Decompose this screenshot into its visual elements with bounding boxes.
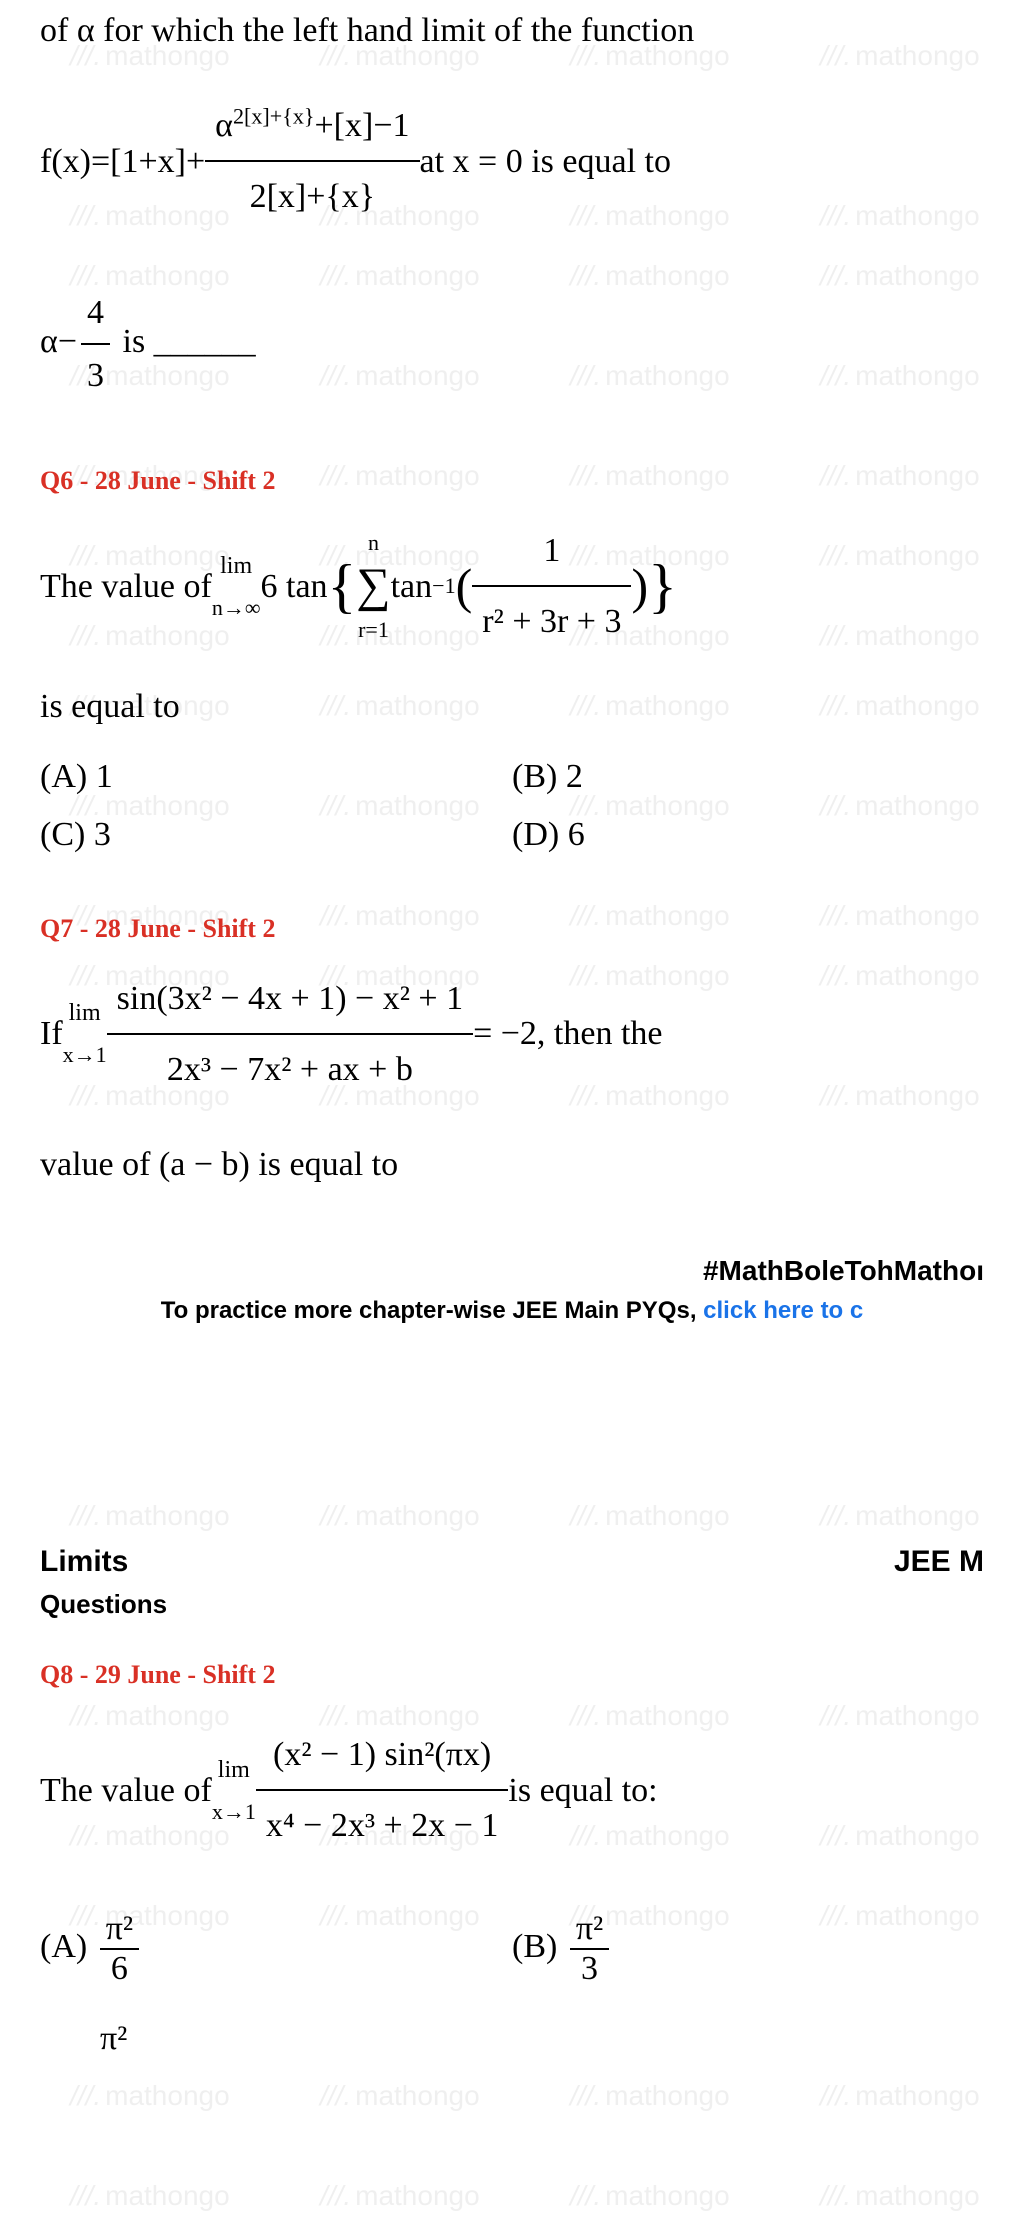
q7-line2: value of (a − b) is equal to bbox=[40, 1134, 984, 1195]
q8-tail: is equal to: bbox=[508, 1760, 657, 1821]
q6-inner-frac: 1 r² + 3r + 3 bbox=[472, 516, 631, 656]
q8-opt-a[interactable]: (A) π²6 bbox=[40, 1910, 512, 1988]
section-header: Limits JEE M bbox=[40, 1545, 984, 1579]
q6-sum-r1: r=1 bbox=[356, 610, 390, 650]
q8-opt-b[interactable]: (B) π²3 bbox=[512, 1910, 984, 1988]
q8-lead: The value of bbox=[40, 1760, 212, 1821]
q7-label: Q7 - 28 June - Shift 2 bbox=[40, 914, 984, 944]
q5-fx: f(x)=[1+x]+ bbox=[40, 131, 205, 192]
subheader: Questions bbox=[40, 1589, 984, 1620]
practice-line: To practice more chapter-wise JEE Main P… bbox=[40, 1297, 984, 1325]
q7-if: If bbox=[40, 1003, 63, 1064]
q8: Q8 - 29 June - Shift 2 The value of lim … bbox=[40, 1660, 984, 2070]
q6-inner-den: r² + 3r + 3 bbox=[472, 587, 631, 656]
practice-link[interactable]: click here to c bbox=[703, 1297, 863, 1324]
q6-opt-d[interactable]: (D) 6 bbox=[512, 816, 984, 854]
q8-opta-den: 6 bbox=[100, 1950, 139, 1988]
q8-lim: lim x→1 bbox=[212, 1749, 256, 1832]
q7: Q7 - 28 June - Shift 2 If lim x→1 sin(3x… bbox=[40, 914, 984, 1196]
q6-lim: lim n→∞ bbox=[212, 545, 261, 628]
q6-inner-num: 1 bbox=[472, 516, 631, 587]
q8-opta-pre: (A) bbox=[40, 1928, 96, 1965]
q6-lim-sub: n→∞ bbox=[212, 588, 261, 628]
q5-alpha: α bbox=[215, 107, 233, 144]
q6-equalto: is equal to bbox=[40, 676, 984, 737]
section-right: JEE M bbox=[894, 1545, 984, 1579]
q6-tan-sup: −1 bbox=[432, 566, 456, 606]
q6-sum-n: n bbox=[356, 523, 390, 563]
q8-lim-top: lim bbox=[212, 1749, 256, 1792]
q8-den: x⁴ − 2x³ + 2x − 1 bbox=[256, 1791, 509, 1860]
q6-opt-c[interactable]: (C) 3 bbox=[40, 816, 512, 854]
q7-lim: lim x→1 bbox=[63, 992, 107, 1075]
hashtag: #MathBoleTohMathoı bbox=[40, 1255, 984, 1287]
q6: Q6 - 28 June - Shift 2 The value of lim … bbox=[40, 466, 984, 854]
q5-alpha-exp: 2[x]+{x} bbox=[233, 104, 315, 129]
q6-lim-top: lim bbox=[212, 545, 261, 588]
q8-num: (x² − 1) sin²(πx) bbox=[256, 1720, 509, 1791]
q5-main-fraction: α2[x]+{x}+[x]−1 2[x]+{x} bbox=[205, 91, 419, 231]
q8-optb-num: π² bbox=[570, 1910, 609, 1950]
q8-optb-den: 3 bbox=[570, 1950, 609, 1988]
q8-frac: (x² − 1) sin²(πx) x⁴ − 2x³ + 2x − 1 bbox=[256, 1720, 509, 1860]
q6-options: (A) 1 (B) 2 (C) 3 (D) 6 bbox=[40, 758, 984, 854]
q7-lim-top: lim bbox=[63, 992, 107, 1035]
q8-optb-pre: (B) bbox=[512, 1928, 566, 1965]
q5-num-rest: +[x]−1 bbox=[315, 107, 410, 144]
q7-lim-sub: x→1 bbox=[63, 1035, 107, 1075]
q6-lead: The value of bbox=[40, 556, 212, 617]
q5-den: 2[x]+{x} bbox=[205, 162, 419, 231]
q7-den: 2x³ − 7x² + ax + b bbox=[107, 1035, 473, 1104]
q6-sum: n ∑ r=1 bbox=[356, 523, 390, 650]
q6-opt-b[interactable]: (B) 2 bbox=[512, 758, 984, 796]
q6-label: Q6 - 28 June - Shift 2 bbox=[40, 466, 984, 496]
q5-intro: of α for which the left hand limit of th… bbox=[40, 0, 984, 61]
section-left: Limits bbox=[40, 1545, 128, 1579]
q5-blank: is ______ bbox=[114, 323, 256, 360]
q6-sixtan: 6 tan bbox=[261, 556, 328, 617]
q5-four-thirds: 43 bbox=[81, 282, 110, 406]
q5-fragment: of α for which the left hand limit of th… bbox=[40, 0, 984, 406]
practice-pre: To practice more chapter-wise JEE Main P… bbox=[161, 1297, 703, 1324]
q8-lim-sub: x→1 bbox=[212, 1792, 256, 1832]
q6-opt-a[interactable]: (A) 1 bbox=[40, 758, 512, 796]
q5-at: at x = 0 is equal to bbox=[420, 131, 671, 192]
q8-opta-num: π² bbox=[100, 1910, 139, 1950]
q5-alpha-minus: α− bbox=[40, 323, 77, 360]
q7-num: sin(3x² − 4x + 1) − x² + 1 bbox=[107, 964, 473, 1035]
q8-bottom-frag: π² bbox=[100, 2008, 984, 2069]
q7-rhs: = −2, then the bbox=[473, 1003, 662, 1064]
q5-three: 3 bbox=[81, 345, 110, 406]
sigma-icon: ∑ bbox=[356, 562, 390, 610]
q7-frac: sin(3x² − 4x + 1) − x² + 1 2x³ − 7x² + a… bbox=[107, 964, 473, 1104]
q8-label: Q8 - 29 June - Shift 2 bbox=[40, 1660, 984, 1690]
q6-tan: tan bbox=[391, 556, 433, 617]
q8-options: (A) π²6 (B) π²3 bbox=[40, 1910, 984, 1988]
q5-four: 4 bbox=[81, 282, 110, 345]
